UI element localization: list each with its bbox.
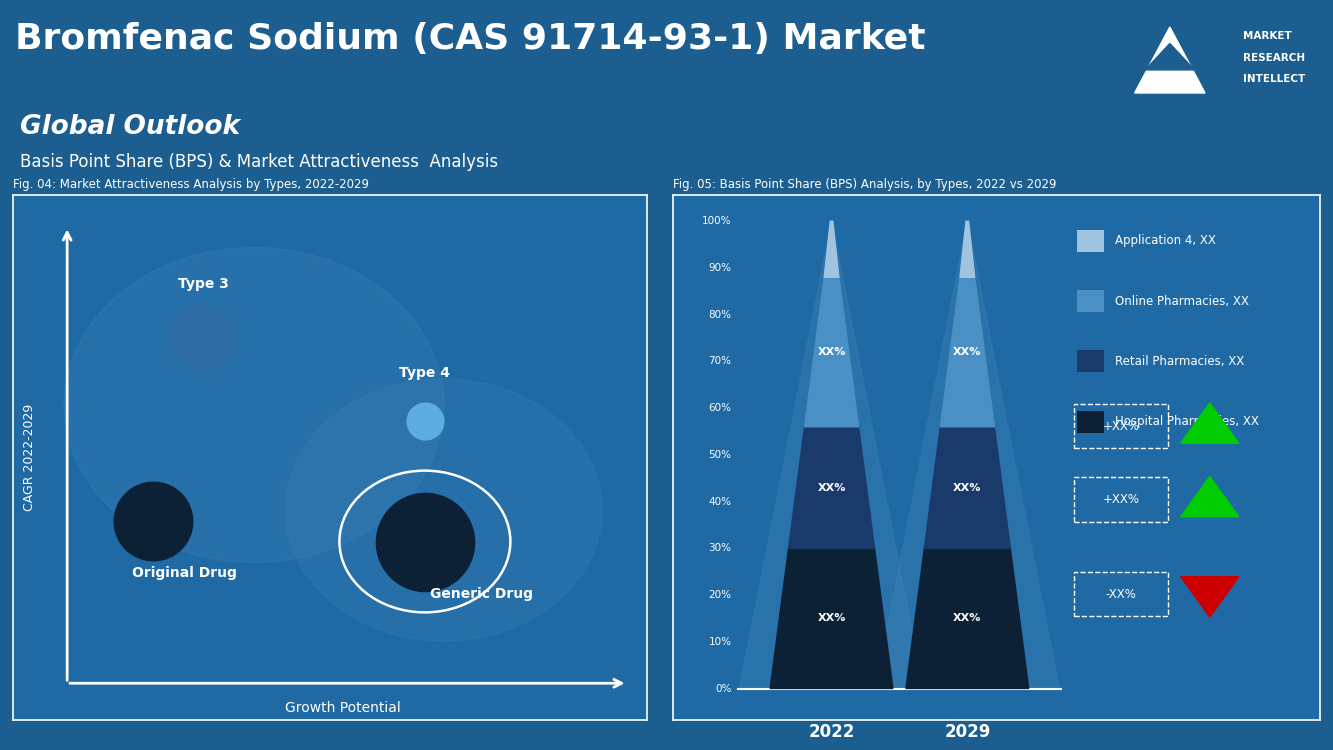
Text: Online Pharmacies, XX: Online Pharmacies, XX <box>1114 295 1249 307</box>
Text: 100%: 100% <box>702 216 732 226</box>
Polygon shape <box>740 221 924 688</box>
Text: Original Drug: Original Drug <box>132 566 237 580</box>
Text: 40%: 40% <box>708 496 732 506</box>
FancyBboxPatch shape <box>1077 290 1104 312</box>
Polygon shape <box>960 221 974 278</box>
Polygon shape <box>940 278 994 427</box>
Text: Fig. 04: Market Attractiveness Analysis by Types, 2022-2029: Fig. 04: Market Attractiveness Analysis … <box>13 178 369 191</box>
Text: Application 4, XX: Application 4, XX <box>1114 234 1216 248</box>
Polygon shape <box>1134 27 1205 93</box>
Text: Generic Drug: Generic Drug <box>431 587 533 601</box>
Text: XX%: XX% <box>953 347 981 357</box>
Text: 20%: 20% <box>708 590 732 600</box>
Circle shape <box>285 379 603 641</box>
Text: Type 3: Type 3 <box>177 278 229 291</box>
Text: XX%: XX% <box>817 347 845 357</box>
Text: 10%: 10% <box>708 637 732 646</box>
Text: CAGR 2022-2029: CAGR 2022-2029 <box>23 404 36 512</box>
Text: 70%: 70% <box>708 356 732 367</box>
Text: 90%: 90% <box>708 263 732 273</box>
Polygon shape <box>805 278 858 427</box>
Text: 0%: 0% <box>714 683 732 694</box>
Polygon shape <box>1181 403 1238 443</box>
Text: MARKET: MARKET <box>1244 31 1292 41</box>
Polygon shape <box>1181 577 1238 617</box>
Text: +XX%: +XX% <box>1102 493 1140 506</box>
Text: XX%: XX% <box>953 614 981 623</box>
Text: +XX%: +XX% <box>1102 419 1140 433</box>
Text: Global Outlook: Global Outlook <box>20 114 240 140</box>
Polygon shape <box>924 427 1010 548</box>
Text: INTELLECT: INTELLECT <box>1244 74 1305 84</box>
Text: XX%: XX% <box>953 482 981 493</box>
Polygon shape <box>1145 44 1194 70</box>
Text: Basis Point Share (BPS) & Market Attractiveness  Analysis: Basis Point Share (BPS) & Market Attract… <box>20 153 499 171</box>
Polygon shape <box>824 221 838 278</box>
Text: RESEARCH: RESEARCH <box>1244 53 1305 62</box>
Text: 2029: 2029 <box>944 723 990 741</box>
Text: 30%: 30% <box>708 543 732 554</box>
Text: -XX%: -XX% <box>1105 587 1136 601</box>
Circle shape <box>64 248 444 562</box>
Text: 80%: 80% <box>708 310 732 320</box>
Point <box>143 514 163 526</box>
Polygon shape <box>1181 476 1238 517</box>
Text: Growth Potential: Growth Potential <box>285 700 400 715</box>
Text: Fig. 05: Basis Point Share (BPS) Analysis, by Types, 2022 vs 2029: Fig. 05: Basis Point Share (BPS) Analysi… <box>673 178 1057 191</box>
Text: Bromfenac Sodium (CAS 91714-93-1) Market: Bromfenac Sodium (CAS 91714-93-1) Market <box>15 22 926 56</box>
Text: Retail Pharmacies, XX: Retail Pharmacies, XX <box>1114 355 1244 368</box>
Polygon shape <box>876 221 1060 688</box>
Text: 50%: 50% <box>708 450 732 460</box>
Text: XX%: XX% <box>817 614 845 623</box>
Text: Type 4: Type 4 <box>400 367 451 380</box>
FancyBboxPatch shape <box>1077 230 1104 252</box>
Point <box>415 415 436 427</box>
FancyBboxPatch shape <box>1077 411 1104 433</box>
FancyBboxPatch shape <box>1077 350 1104 373</box>
Point <box>415 536 436 548</box>
Text: 2022: 2022 <box>808 723 854 741</box>
Point <box>192 331 213 343</box>
Text: 60%: 60% <box>708 404 732 413</box>
Text: XX%: XX% <box>817 482 845 493</box>
Text: Hospital Pharmacies, XX: Hospital Pharmacies, XX <box>1114 416 1258 428</box>
Polygon shape <box>906 548 1029 688</box>
Polygon shape <box>770 548 893 688</box>
Polygon shape <box>789 427 874 548</box>
